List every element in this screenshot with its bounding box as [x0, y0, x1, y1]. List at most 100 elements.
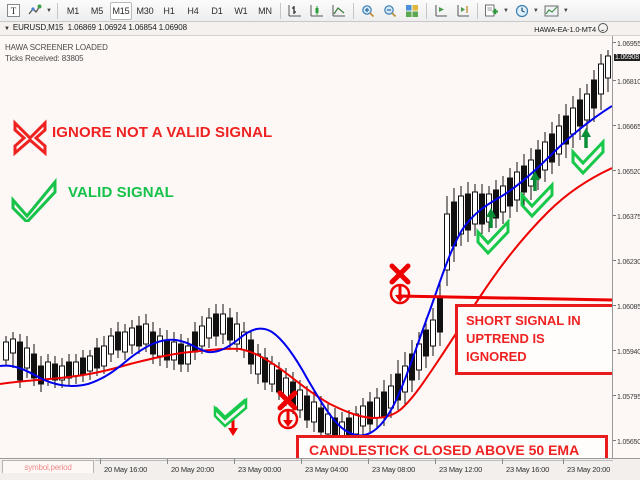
ea-smiley-icon — [598, 23, 608, 33]
time-tick — [301, 459, 302, 464]
toolbar-separator — [352, 2, 354, 19]
main-toolbar: T ▼ M1 M5 M15 M30 H1 H4 D1 W1 MN — [0, 0, 640, 22]
legend-valid-label: VALID SIGNAL — [68, 184, 174, 201]
buy-arrow-icon — [486, 208, 496, 228]
timeframe-m1[interactable]: M1 — [66, 5, 79, 16]
price-tick: 1.05650 — [613, 439, 640, 446]
chart-tab-symbol-period[interactable]: symbol,period — [2, 460, 94, 473]
line-chart-icon[interactable] — [329, 1, 349, 20]
time-label: 23 May 12:00 — [439, 465, 483, 474]
price-scale[interactable]: 1.06955 1.06908 1.06810 1.06665 1.06520 … — [612, 36, 640, 458]
symbol-ohlc-readout: ▼ EURUSD,M15 1.06869 1.06924 1.06854 1.06… — [4, 23, 187, 32]
new-order-dropdown-caret[interactable]: ▼ — [502, 7, 509, 14]
period-dropdown-caret[interactable]: ▼ — [532, 7, 539, 14]
signal-marker-valid-buy-3 — [571, 128, 605, 176]
timeframe-m30[interactable]: M30 — [136, 5, 154, 16]
time-label: 20 May 20:00 — [171, 465, 215, 474]
time-scale[interactable]: symbol,period 20 May 16:00 20 May 20:00 … — [0, 458, 640, 480]
timeframe-d1[interactable]: D1 — [211, 5, 223, 16]
callout-line-2: UPTREND IS — [466, 331, 545, 346]
screener-status-hud: HAWA SCREENER LOADED Ticks Received: 838… — [5, 42, 108, 64]
timeframe-w1[interactable]: W1 — [234, 5, 248, 16]
time-tick — [435, 459, 436, 464]
ohlc-values: 1.06869 1.06924 1.06854 1.06908 — [67, 23, 187, 32]
time-label: 23 May 08:00 — [372, 465, 416, 474]
candlestick-series — [3, 304, 359, 450]
toolbar-separator — [425, 2, 427, 19]
callout-short-signal: SHORT SIGNAL IN UPTREND IS IGNORED — [455, 304, 616, 375]
bar-chart-icon[interactable] — [285, 1, 305, 20]
price-tick: 1.06810 — [613, 79, 640, 86]
signal-marker-valid-left — [213, 397, 248, 428]
symbol-period-label: EURUSD,M15 — [12, 23, 64, 32]
chart-canvas[interactable] — [0, 36, 612, 458]
green-check-icon — [476, 218, 510, 256]
auto-scroll-icon[interactable] — [453, 1, 473, 20]
timeframe-h4[interactable]: H4 — [187, 5, 199, 16]
buy-arrow-icon — [581, 128, 591, 148]
price-plot — [0, 50, 612, 452]
callout-line-1: SHORT SIGNAL IN — [466, 313, 581, 328]
signal-marker-invalid-short-lower — [277, 390, 299, 430]
price-tick: 1.06085 — [613, 304, 640, 311]
svg-text:T: T — [10, 6, 16, 16]
price-tick: 1.06375 — [613, 214, 640, 221]
legend-valid-icon — [10, 177, 58, 227]
hud-line-loaded: HAWA SCREENER LOADED — [5, 43, 108, 52]
legend-invalid-icon — [10, 118, 50, 163]
new-order-icon[interactable] — [482, 1, 502, 20]
circle-highlight — [389, 283, 411, 305]
legend-invalid-label: IGNORE NOT A VALID SIGNAL — [52, 124, 273, 141]
slow-ma-50ema-line — [0, 167, 612, 420]
zoom-in-icon[interactable] — [358, 1, 378, 20]
time-tick — [502, 459, 503, 464]
text-tool-icon[interactable]: T — [3, 1, 23, 20]
price-tick: 1.05940 — [613, 349, 640, 356]
price-tick: 1.06230 — [613, 259, 640, 266]
toolbar-separator — [476, 2, 478, 19]
time-label: 23 May 16:00 — [506, 465, 550, 474]
sell-arrow-icon — [283, 411, 293, 427]
timeframe-m15[interactable]: M15 — [109, 1, 132, 20]
timeframe-mn[interactable]: MN — [258, 5, 272, 16]
zoom-out-icon[interactable] — [380, 1, 400, 20]
time-tick — [368, 459, 369, 464]
time-label: 23 May 00:00 — [238, 465, 282, 474]
green-check-icon — [11, 177, 57, 225]
chart-menu-caret-icon[interactable]: ▼ — [4, 26, 10, 32]
candlestick-chart-icon[interactable] — [307, 1, 327, 20]
symbol-info-bar: ▼ EURUSD,M15 1.06869 1.06924 1.06854 1.06… — [0, 22, 640, 36]
price-tick: 1.06520 — [613, 169, 640, 176]
time-tick — [100, 459, 101, 464]
callout-line-3: IGNORED — [466, 349, 527, 364]
time-tick — [167, 459, 168, 464]
hud-line-ticks: Ticks Received: 83805 — [5, 54, 84, 63]
buy-arrow-icon — [530, 171, 540, 191]
time-label: 23 May 04:00 — [305, 465, 349, 474]
green-check-icon — [571, 138, 605, 176]
price-tick: 1.06665 — [613, 124, 640, 131]
price-tick: 1.05795 — [613, 394, 640, 401]
circle-highlight — [277, 408, 299, 430]
chart-area[interactable]: HAWA SCREENER LOADED Ticks Received: 838… — [0, 36, 640, 458]
expert-advisor-status: HAWA-EA-1.0-MT4 — [534, 23, 608, 34]
period-clock-icon[interactable] — [512, 1, 532, 20]
candlestick-series-mid — [360, 50, 611, 436]
sell-arrow-icon — [395, 286, 405, 302]
templates-dropdown-caret[interactable]: ▼ — [562, 7, 569, 14]
indicators-icon[interactable] — [25, 1, 45, 20]
timeframe-h1[interactable]: H1 — [163, 5, 175, 16]
indicators-dropdown-caret[interactable]: ▼ — [46, 7, 52, 14]
signal-level-line — [397, 294, 612, 302]
callout-candlestick-ema: CANDLESTICK CLOSED ABOVE 50 EMA — [296, 435, 608, 458]
red-x-icon — [13, 119, 47, 157]
signal-marker-valid-buy-1 — [476, 208, 510, 256]
shift-end-icon[interactable] — [431, 1, 451, 20]
signal-marker-invalid-short-upper — [389, 263, 411, 305]
chart-scrollbar[interactable] — [95, 460, 613, 461]
timeframe-m5[interactable]: M5 — [90, 5, 103, 16]
ea-name-label: HAWA-EA-1.0-MT4 — [534, 25, 596, 34]
templates-icon[interactable] — [542, 1, 562, 20]
tile-windows-icon[interactable] — [402, 1, 422, 20]
